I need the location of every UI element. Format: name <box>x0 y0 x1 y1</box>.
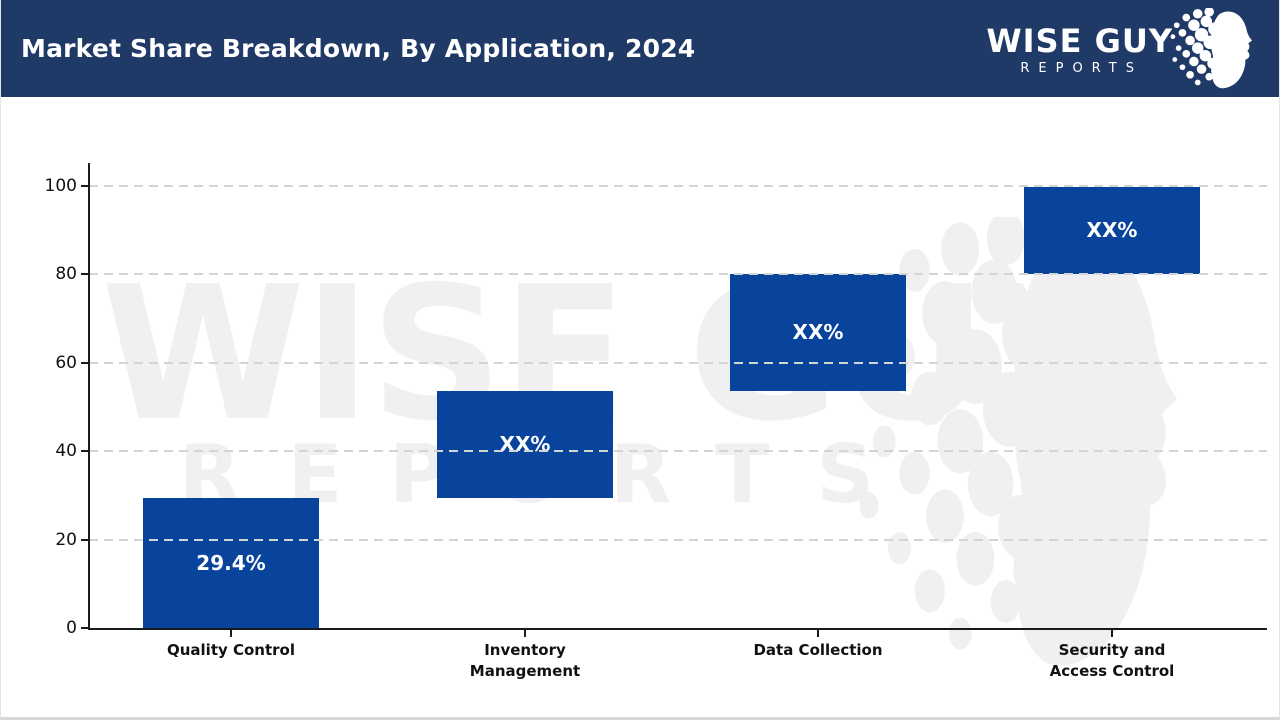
x-category-label: Data Collection <box>753 641 883 659</box>
bar-segment: XX% <box>730 273 906 391</box>
logo-subtitle: REPORTS <box>1020 61 1143 77</box>
plot: 0 20 40 60 80 100 29.4% XX% XX% XX% Quality Contro… <box>1 97 1279 717</box>
wiseguy-logo: WISE GUY REPORTS <box>986 8 1267 92</box>
bar-segment: XX% <box>1024 186 1200 274</box>
bar-segment: 29.4% <box>143 498 319 628</box>
x-tick-mark <box>817 630 819 637</box>
chart-area: WISE GUY REPORTS 02040608010029.4%XX%XX%… <box>1 97 1279 717</box>
logo-face-icon <box>1170 8 1253 89</box>
y-tick-mark <box>81 538 89 541</box>
logo-wordmark: WISE GUY <box>986 21 1173 60</box>
bar-segment: XX% <box>437 390 613 498</box>
y-grid-line <box>89 450 1267 453</box>
header-bar: Market Share Breakdown, By Application, … <box>1 0 1279 97</box>
logo-text: WISE GUY REPORTS <box>986 21 1173 77</box>
bar-value-label: 29.4% <box>196 551 266 576</box>
y-tick-mark <box>81 361 89 364</box>
x-tick-mark <box>230 630 232 637</box>
y-tick-mark <box>81 627 89 629</box>
y-tick-label: 20 <box>55 529 77 550</box>
x-category-label: Quality Control <box>166 641 295 659</box>
bar-value-label: XX% <box>499 432 551 457</box>
page-title: Market Share Breakdown, By Application, … <box>21 34 696 63</box>
y-tick-label: 60 <box>55 352 77 373</box>
x-category-label: Security and Access Control <box>1049 641 1175 680</box>
y-tick-mark <box>81 185 89 187</box>
bar-value-label: XX% <box>792 320 844 345</box>
x-axis-line <box>89 628 1267 630</box>
x-category-label: Inventory Management <box>469 641 581 680</box>
bar-value-label: XX% <box>1086 218 1138 243</box>
y-tick-label: 80 <box>55 264 77 285</box>
x-tick-mark <box>524 630 526 637</box>
y-axis-line <box>88 163 90 630</box>
y-tick-mark <box>81 450 89 453</box>
y-grid-line <box>89 273 1267 276</box>
y-grid-line <box>89 185 1267 187</box>
y-tick-mark <box>81 273 89 276</box>
y-tick-label: 40 <box>55 441 77 462</box>
y-tick-label: 100 <box>44 176 77 196</box>
y-tick-label: 0 <box>66 618 77 638</box>
y-grid-line <box>89 538 1267 541</box>
y-grid-line <box>89 361 1267 364</box>
x-tick-mark <box>1111 630 1113 637</box>
